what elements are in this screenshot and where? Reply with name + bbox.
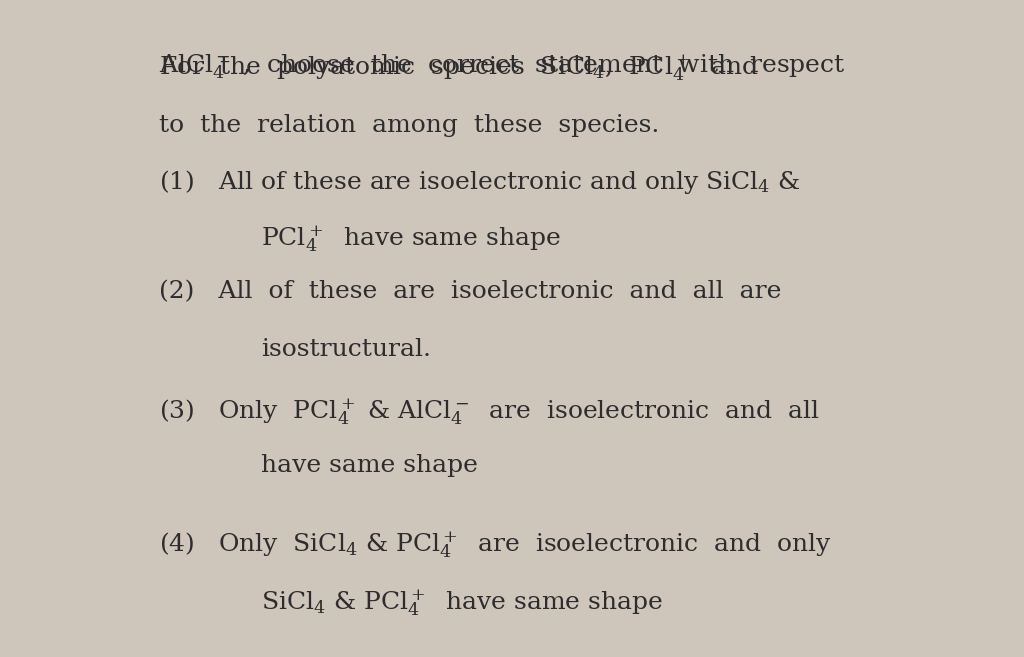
Text: have same shape: have same shape [261,454,478,477]
Text: isostructural.: isostructural. [261,338,431,361]
Text: (1)   All of these are isoelectronic and only $\mathregular{SiCl_4}$ &: (1) All of these are isoelectronic and o… [159,168,801,196]
Text: $\mathregular{SiCl_4}$ & $\mathregular{PCl_4^+}$  have same shape: $\mathregular{SiCl_4}$ & $\mathregular{P… [261,587,664,618]
Text: (4)   Only  $\mathregular{SiCl_4}$ & $\mathregular{PCl_4^+}$  are  isoelectronic: (4) Only $\mathregular{SiCl_4}$ & $\math… [159,530,831,560]
Text: to  the  relation  among  these  species.: to the relation among these species. [159,114,659,137]
Text: For  the  polyatomic  species  $\mathregular{SiCl_4}$,  $\mathregular{PCl_4^+}$ : For the polyatomic species $\mathregular… [159,53,759,83]
Text: $\mathregular{AlCl_4^-}$ ,  choose  the  correct  statement  with  respect: $\mathregular{AlCl_4^-}$ , choose the co… [159,53,845,81]
Text: (3)   Only  $\mathregular{PCl_4^+}$ & $\mathregular{AlCl_4^-}$  are  isoelectron: (3) Only $\mathregular{PCl_4^+}$ & $\mat… [159,396,819,427]
Text: (2)   All  of  these  are  isoelectronic  and  all  are: (2) All of these are isoelectronic and a… [159,281,781,304]
Text: $\mathregular{PCl_4^+}$  have same shape: $\mathregular{PCl_4^+}$ have same shape [261,223,561,254]
